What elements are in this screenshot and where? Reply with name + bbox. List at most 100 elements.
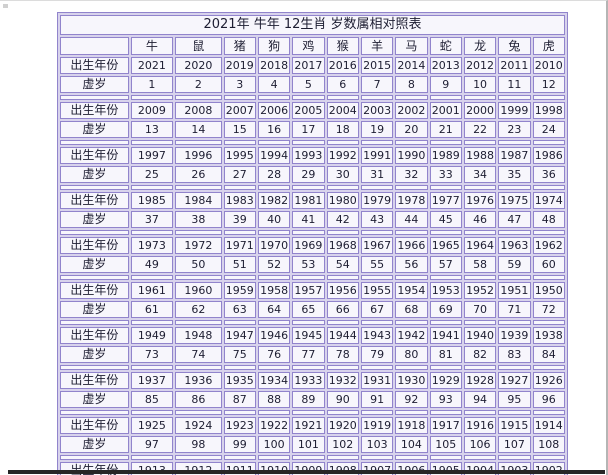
age-cell: 50	[175, 256, 222, 273]
year-cell: 1967	[360, 237, 394, 254]
year-cell: 1995	[223, 147, 256, 164]
age-cell: 70	[463, 301, 497, 318]
gap-cell	[395, 275, 428, 280]
year-cell: 1934	[257, 372, 291, 389]
age-label-link[interactable]: 虚岁	[60, 346, 129, 363]
year-cell: 1922	[257, 417, 291, 434]
gap-cell	[326, 410, 359, 415]
age-cell: 16	[257, 121, 291, 138]
age-cell: 42	[326, 211, 359, 228]
age-cell: 32	[395, 166, 428, 183]
year-cell: 1952	[463, 282, 497, 299]
age-cell: 56	[395, 256, 428, 273]
age-cell: 46	[463, 211, 497, 228]
gap-cell	[130, 410, 174, 415]
gap-cell	[395, 95, 428, 100]
gap-cell	[130, 365, 174, 370]
age-cell: 23	[498, 121, 531, 138]
gap-cell	[532, 320, 565, 325]
year-cell: 1986	[532, 147, 565, 164]
gap-cell	[463, 140, 497, 145]
year-cell: 1972	[175, 237, 222, 254]
year-cell: 2003	[360, 102, 394, 119]
year-cell: 1982	[257, 192, 291, 209]
year-cell: 1940	[463, 327, 497, 344]
age-label-link[interactable]: 虚岁	[60, 166, 129, 183]
age-cell: 11	[498, 76, 531, 93]
gap-cell	[257, 455, 291, 460]
gap-cell	[326, 320, 359, 325]
age-label-link[interactable]: 虚岁	[60, 76, 129, 93]
year-cell: 2004	[326, 102, 359, 119]
age-label-link[interactable]: 虚岁	[60, 436, 129, 453]
age-cell: 52	[257, 256, 291, 273]
year-cell: 1933	[292, 372, 325, 389]
age-cell: 98	[175, 436, 222, 453]
age-cell: 82	[463, 346, 497, 363]
age-cell: 55	[360, 256, 394, 273]
age-cell: 39	[223, 211, 256, 228]
year-cell: 2008	[175, 102, 222, 119]
age-cell: 18	[326, 121, 359, 138]
gap-cell	[60, 185, 129, 190]
age-cell: 19	[360, 121, 394, 138]
age-cell: 78	[326, 346, 359, 363]
age-cell: 9	[429, 76, 462, 93]
birth-year-label: 出生年份	[60, 282, 129, 299]
age-cell: 40	[257, 211, 291, 228]
age-cell: 67	[360, 301, 394, 318]
gap-cell	[395, 230, 428, 235]
gap-cell	[498, 365, 531, 370]
year-cell: 2013	[429, 57, 462, 74]
corner-cell	[60, 37, 129, 55]
age-cell: 24	[532, 121, 565, 138]
year-cell: 1956	[326, 282, 359, 299]
year-cell: 1994	[257, 147, 291, 164]
year-cell: 1944	[326, 327, 359, 344]
gap-cell	[175, 230, 222, 235]
age-label-link[interactable]: 虚岁	[60, 301, 129, 318]
gap-cell	[60, 365, 129, 370]
gap-cell	[292, 185, 325, 190]
age-label-link[interactable]: 虚岁	[60, 121, 129, 138]
age-cell: 38	[175, 211, 222, 228]
gap-cell	[395, 365, 428, 370]
age-label-link[interactable]: 虚岁	[60, 211, 129, 228]
age-cell: 85	[130, 391, 174, 408]
age-cell: 8	[395, 76, 428, 93]
year-cell: 1984	[175, 192, 222, 209]
birth-year-label: 出生年份	[60, 372, 129, 389]
age-cell: 27	[223, 166, 256, 183]
age-cell: 15	[223, 121, 256, 138]
gap-cell	[257, 230, 291, 235]
year-cell: 1976	[463, 192, 497, 209]
year-cell: 1938	[532, 327, 565, 344]
gap-cell	[175, 410, 222, 415]
year-cell: 1992	[326, 147, 359, 164]
age-cell: 83	[498, 346, 531, 363]
age-cell: 54	[326, 256, 359, 273]
gap-cell	[257, 275, 291, 280]
year-cell: 1935	[223, 372, 256, 389]
age-label-link[interactable]: 虚岁	[60, 256, 129, 273]
age-cell: 53	[292, 256, 325, 273]
year-cell: 2017	[292, 57, 325, 74]
year-cell: 1989	[429, 147, 462, 164]
age-cell: 79	[360, 346, 394, 363]
gap-cell	[463, 230, 497, 235]
year-cell: 1946	[257, 327, 291, 344]
age-label-link[interactable]: 虚岁	[60, 391, 129, 408]
gap-cell	[498, 230, 531, 235]
gap-cell	[429, 365, 462, 370]
gap-cell	[223, 275, 256, 280]
gap-cell	[130, 455, 174, 460]
age-cell: 60	[532, 256, 565, 273]
age-cell: 45	[429, 211, 462, 228]
birth-year-label: 出生年份	[60, 327, 129, 344]
gap-cell	[463, 455, 497, 460]
birth-year-label: 出生年份	[60, 147, 129, 164]
gap-cell	[360, 455, 394, 460]
year-cell: 1915	[498, 417, 531, 434]
age-cell: 3	[223, 76, 256, 93]
